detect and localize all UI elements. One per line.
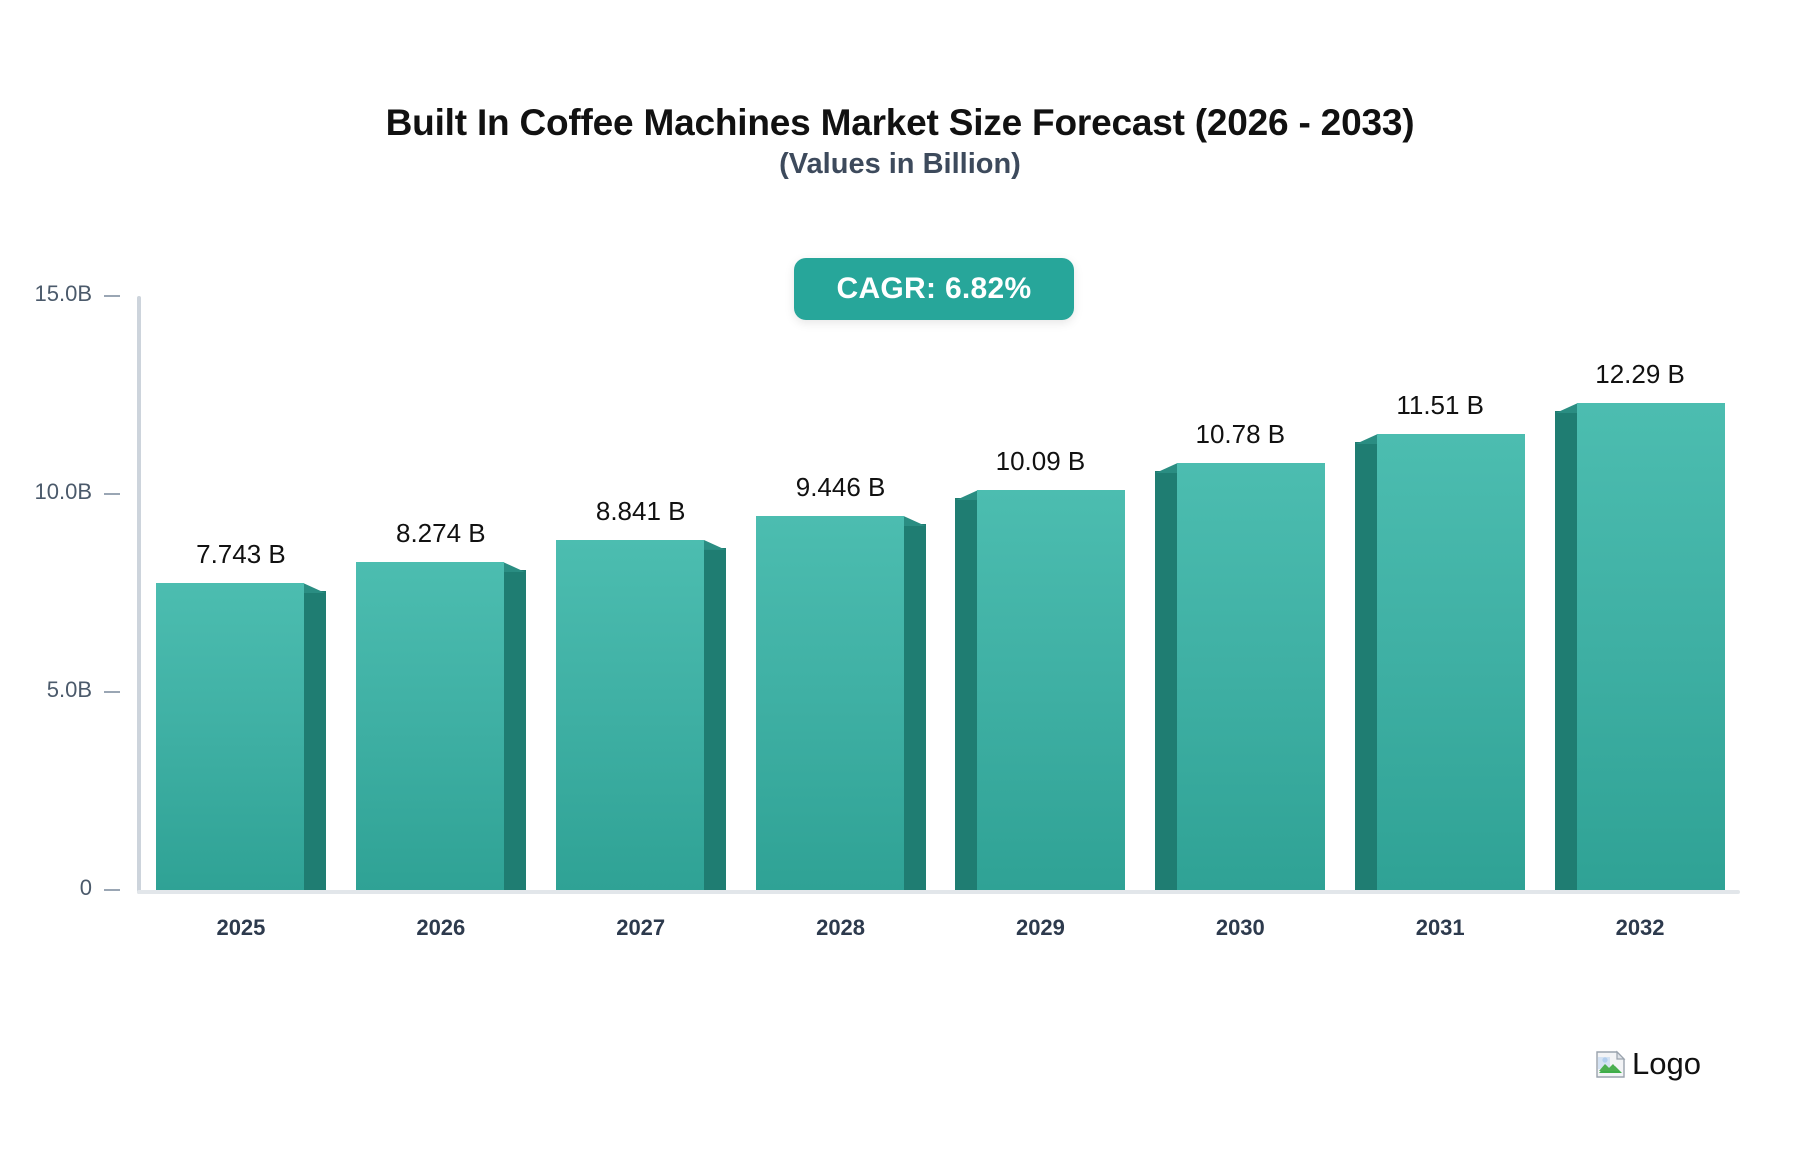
x-label-2032: 2032 (1615, 915, 1665, 940)
bar-value-label: 7.743 B (196, 539, 286, 570)
bar-top-cap (1355, 434, 1378, 445)
y-tick-mark-0 (104, 889, 120, 891)
cagr-badge-label: CAGR: 6.82% (836, 272, 1032, 305)
bar-value-label: 8.274 B (395, 518, 486, 549)
bar-front-face (1177, 463, 1326, 890)
bar-top-cap (1155, 463, 1178, 474)
bar-side-face (703, 547, 726, 890)
y-tick-label-3: 15.0B (34, 281, 93, 306)
logo: Logo (1596, 1048, 1701, 1079)
y-tick-mark-1 (104, 691, 120, 693)
y-axis-line (137, 296, 141, 894)
bar-front-face (1577, 403, 1726, 890)
bar-value-label: 11.51 B (1396, 390, 1485, 421)
x-label-2028: 2028 (816, 915, 866, 940)
bar-top-cap (903, 515, 926, 526)
bar-top-cap (1555, 403, 1578, 414)
bar-side-face (1155, 471, 1178, 890)
bar-value-label: 10.78 B (1195, 419, 1286, 450)
x-label-2031: 2031 (1415, 915, 1465, 940)
x-label-2025: 2025 (216, 915, 266, 940)
bar-value-label: 10.09 B (995, 446, 1086, 477)
bar-front-face (1377, 434, 1526, 890)
bar-top-cap (955, 490, 978, 501)
bar-side-face (1355, 442, 1378, 890)
bar-side-face (503, 570, 526, 890)
x-axis-line (137, 890, 1740, 894)
bar-front-face (355, 562, 504, 890)
bar-value-label: 8.841 B (595, 495, 686, 526)
x-label-2027: 2027 (616, 915, 666, 940)
bar-front-face (555, 539, 704, 890)
cagr-badge: CAGR: 6.82% (794, 258, 1074, 320)
bar-side-face (903, 523, 926, 890)
y-tick-mark-3 (104, 295, 120, 297)
bar-front-face (755, 515, 904, 890)
bar-value-label: 12.29 B (1595, 359, 1685, 390)
bar-top-cap (703, 539, 726, 550)
bar-front-face (155, 583, 304, 890)
x-label-2029: 2029 (1015, 915, 1065, 940)
bar-top-cap (503, 562, 526, 573)
bar-front-face (977, 490, 1126, 890)
y-tick-label-0: 0 (79, 875, 92, 900)
y-tick-label-2: 10.0B (34, 479, 93, 504)
broken-image-icon (1596, 1049, 1630, 1079)
bar-top-cap (303, 583, 326, 594)
y-tick-label-1: 5.0B (46, 677, 92, 702)
x-label-2030: 2030 (1215, 915, 1265, 940)
x-label-2026: 2026 (416, 915, 466, 940)
bar-side-face (1555, 411, 1578, 890)
bar-side-face (303, 591, 326, 890)
bar-value-label: 9.446 B (795, 471, 886, 502)
logo-text: Logo (1632, 1046, 1701, 1081)
y-tick-mark-2 (104, 493, 120, 495)
chart-subtitle: (Values in Billion) (779, 148, 1021, 180)
bar-side-face (955, 498, 978, 890)
chart-title: Built In Coffee Machines Market Size For… (385, 102, 1415, 143)
